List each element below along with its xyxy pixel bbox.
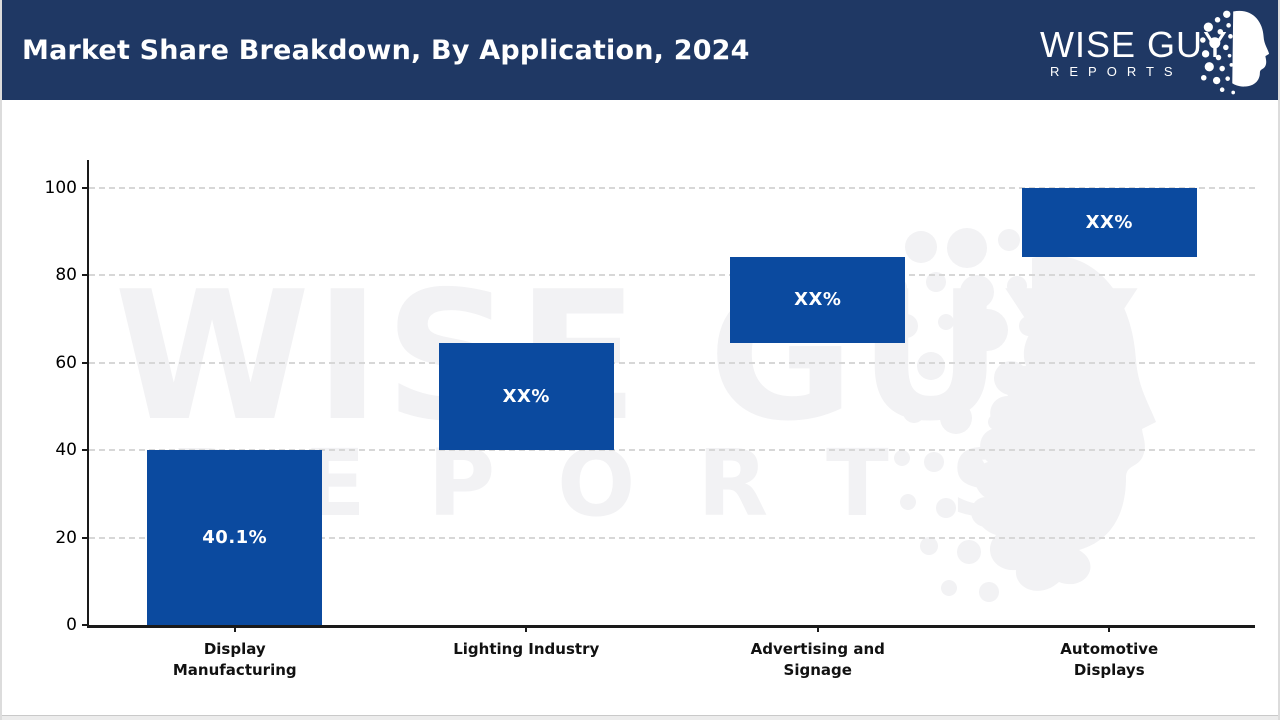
bar-value-label: XX% <box>1085 211 1133 233</box>
bar-value-label: XX% <box>794 289 842 311</box>
gridline-80 <box>89 274 1255 276</box>
wise-guy-reports-logo: WISE GUY REPORTS <box>1010 4 1270 96</box>
y-tick-label-40: 40 <box>55 440 77 460</box>
bar-value-label: XX% <box>502 385 550 407</box>
y-axis-spine <box>87 160 89 628</box>
x-category-label-3: Automotive Displays <box>1060 640 1159 679</box>
x-category-label-0: Display Manufacturing <box>172 640 297 679</box>
x-tick-1 <box>525 625 528 632</box>
gridline-60 <box>89 361 1255 364</box>
y-tick-20 <box>82 536 89 539</box>
x-tick-2 <box>816 625 819 632</box>
logo-text: WISE GUY <box>1040 24 1229 65</box>
y-tick-80 <box>82 274 89 276</box>
x-category-label-1: Lighting Industry <box>453 640 600 658</box>
y-tick-60 <box>82 361 89 364</box>
header-band: Market Share Breakdown, By Application, … <box>2 0 1278 100</box>
bar-lighting-industry: XX% <box>438 342 614 450</box>
bar-value-label: 40.1% <box>202 526 268 548</box>
dotted-head-icon <box>1200 10 1270 95</box>
y-tick-label-20: 20 <box>55 527 77 548</box>
y-tick-label-60: 60 <box>55 352 77 373</box>
bar-advertising-and-signage: XX% <box>730 256 906 343</box>
x-axis-spine <box>87 625 1255 628</box>
bar-automotive-displays: XX% <box>1021 187 1197 257</box>
logo-subtext: REPORTS <box>1050 64 1183 79</box>
x-tick-0 <box>233 625 236 632</box>
y-tick-0 <box>82 624 89 626</box>
y-tick-label-100: 100 <box>44 177 77 198</box>
bottom-border <box>2 715 1278 720</box>
gridline-40 <box>89 449 1255 451</box>
chart-title: Market Share Breakdown, By Application, … <box>22 34 750 66</box>
y-tick-label-80: 80 <box>55 265 77 285</box>
watermark-head-graphic <box>885 228 1156 602</box>
bar-display-manufacturing: 40.1% <box>147 449 323 625</box>
x-category-label-2: Advertising and Signage <box>750 640 885 679</box>
gridline-100 <box>89 186 1255 189</box>
y-tick-40 <box>82 449 89 451</box>
gridline-20 <box>89 536 1255 539</box>
x-tick-3 <box>1108 625 1111 632</box>
y-tick-label-0: 0 <box>66 615 77 635</box>
y-tick-100 <box>82 186 89 189</box>
